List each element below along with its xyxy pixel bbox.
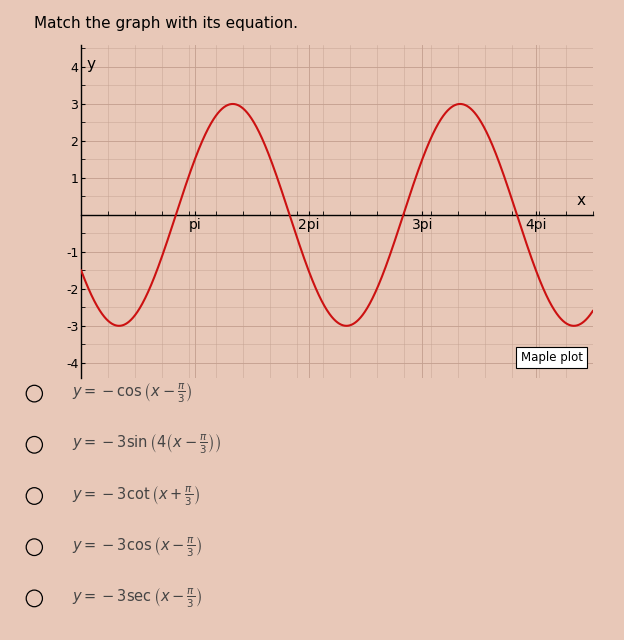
Text: x: x — [576, 193, 585, 208]
Text: y: y — [87, 57, 95, 72]
Text: $y = -3\cos\left(x - \frac{\pi}{3}\right)$: $y = -3\cos\left(x - \frac{\pi}{3}\right… — [72, 536, 202, 559]
Text: Match the graph with its equation.: Match the graph with its equation. — [34, 16, 298, 31]
Text: $y = -3\cot\left(x + \frac{\pi}{3}\right)$: $y = -3\cot\left(x + \frac{\pi}{3}\right… — [72, 484, 200, 508]
Text: Maple plot: Maple plot — [520, 351, 583, 364]
Text: $y = -3\sec\left(x - \frac{\pi}{3}\right)$: $y = -3\sec\left(x - \frac{\pi}{3}\right… — [72, 587, 202, 610]
Text: $y = -3\sin\left(4\left(x - \frac{\pi}{3}\right)\right)$: $y = -3\sin\left(4\left(x - \frac{\pi}{3… — [72, 433, 221, 456]
Text: $y = -\cos\left(x - \frac{\pi}{3}\right)$: $y = -\cos\left(x - \frac{\pi}{3}\right)… — [72, 382, 192, 405]
